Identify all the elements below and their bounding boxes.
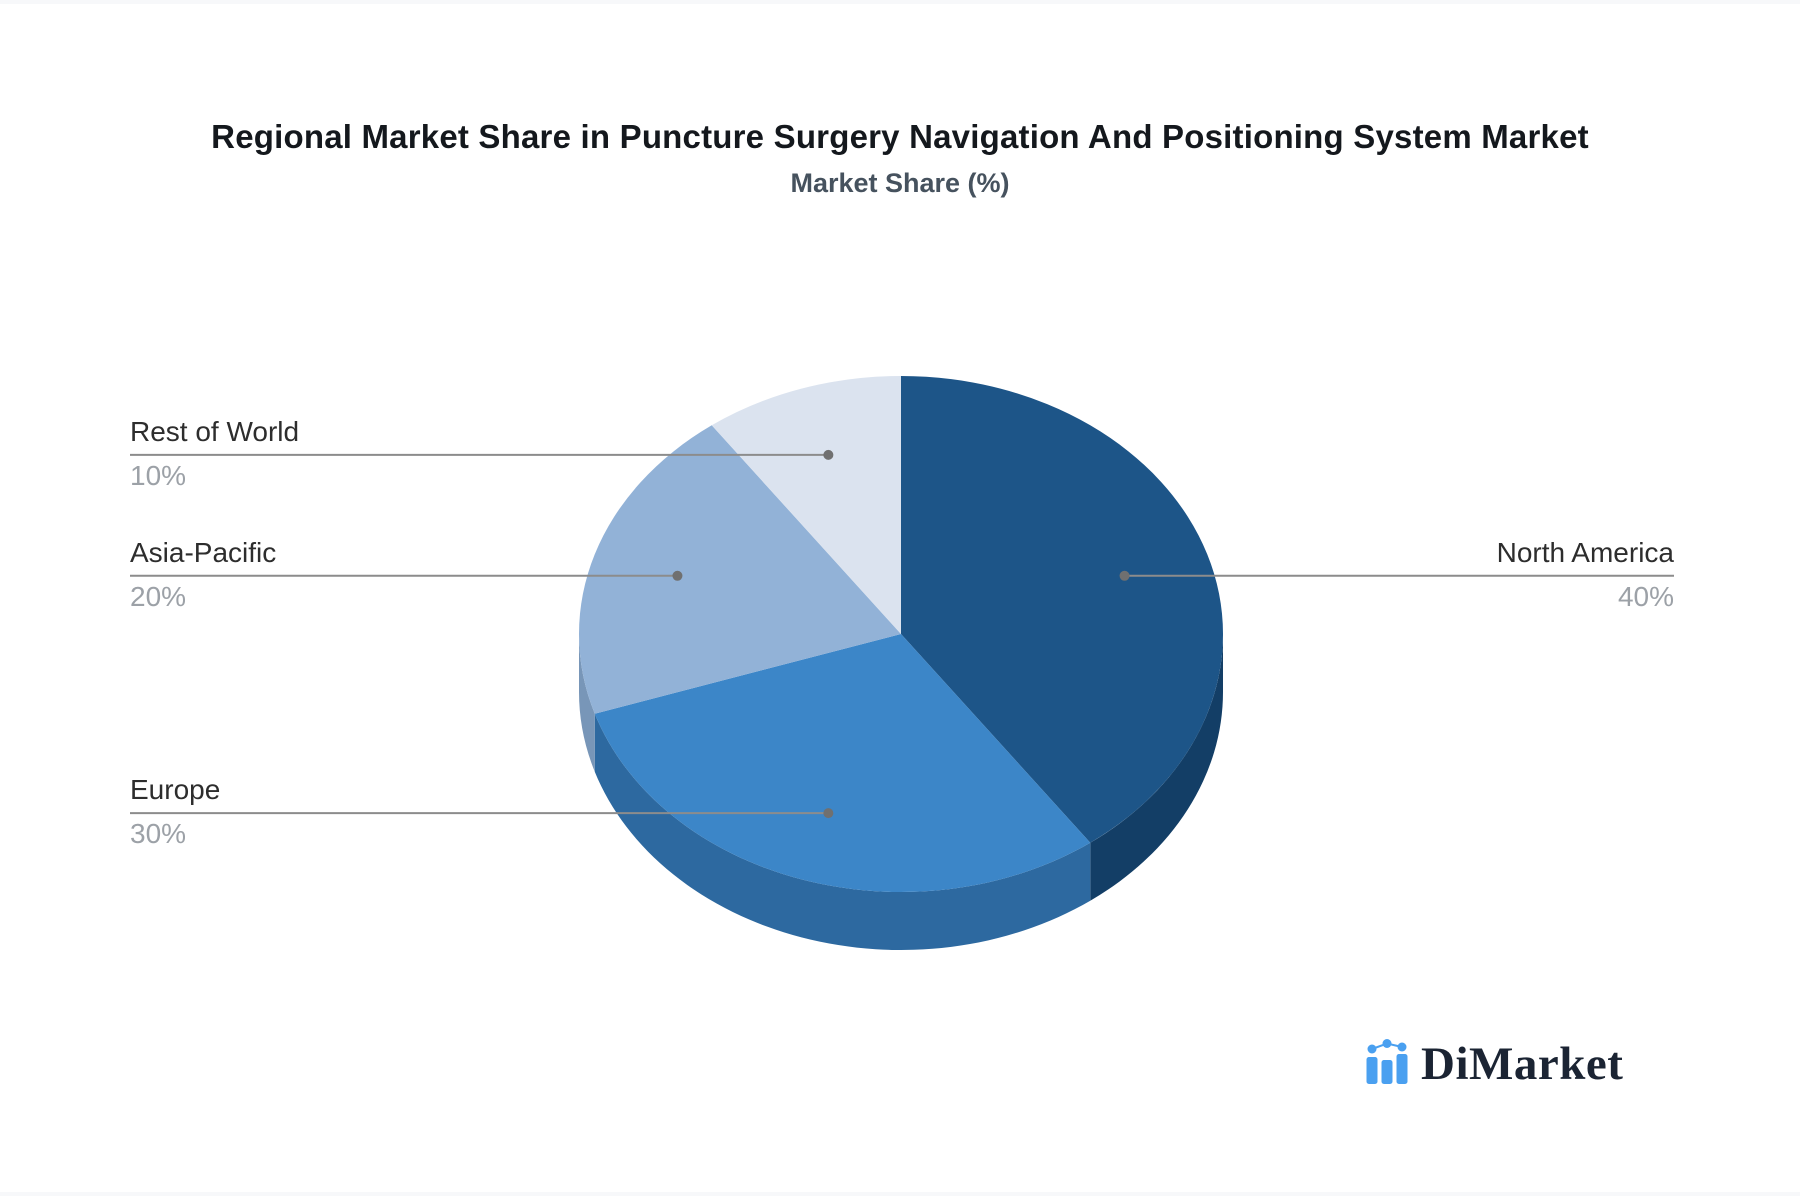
leader-dot-asia-pacific <box>672 570 683 581</box>
brand-name: DiMarket <box>1421 1038 1624 1090</box>
pie-slice-rest-of-world[interactable] <box>711 376 901 634</box>
bar-chart-trend-icon <box>1366 1039 1408 1084</box>
pie-label-rest-of-world: Rest of World 10% <box>130 415 690 491</box>
chart-subtitle: Market Share (%) <box>790 168 1010 198</box>
pie-slice-side-europe <box>594 713 1091 951</box>
bottom-edge-strip <box>0 1192 1800 1196</box>
pie-label-name: Asia-Pacific <box>130 536 277 568</box>
pie-slice-north-america[interactable] <box>901 376 1223 843</box>
pie-slice-asia-pacific[interactable] <box>579 425 901 714</box>
brand-logo-link[interactable]: DiMarket <box>1362 1038 1623 1090</box>
pie-slice-europe[interactable] <box>594 634 1091 893</box>
pie-label-name: North America <box>1496 536 1674 568</box>
top-edge-strip <box>0 0 1800 4</box>
pie-label-name: Rest of World <box>130 415 300 447</box>
chart-title: Regional Market Share in Puncture Surger… <box>211 118 1589 155</box>
pie-label-europe: Europe 30% <box>130 773 690 849</box>
pie-label-asia-pacific: Asia-Pacific 20% <box>130 536 690 612</box>
leader-dot-north-america <box>1119 570 1130 581</box>
pie-slice-side-asia-pacific <box>579 634 595 772</box>
pie-slice-side-north-america <box>1090 634 1223 901</box>
pie-label-name: Europe <box>130 774 221 806</box>
pie-label-percent: 30% <box>130 818 187 850</box>
leader-dot-europe <box>823 808 834 819</box>
pie-label-percent: 10% <box>130 459 187 491</box>
pie-label-percent: 20% <box>130 580 187 612</box>
pie-label-north-america: North America 40% <box>1114 536 1674 612</box>
pie-label-percent: 40% <box>1617 580 1674 612</box>
leader-dot-rest-of-world <box>823 449 834 460</box>
